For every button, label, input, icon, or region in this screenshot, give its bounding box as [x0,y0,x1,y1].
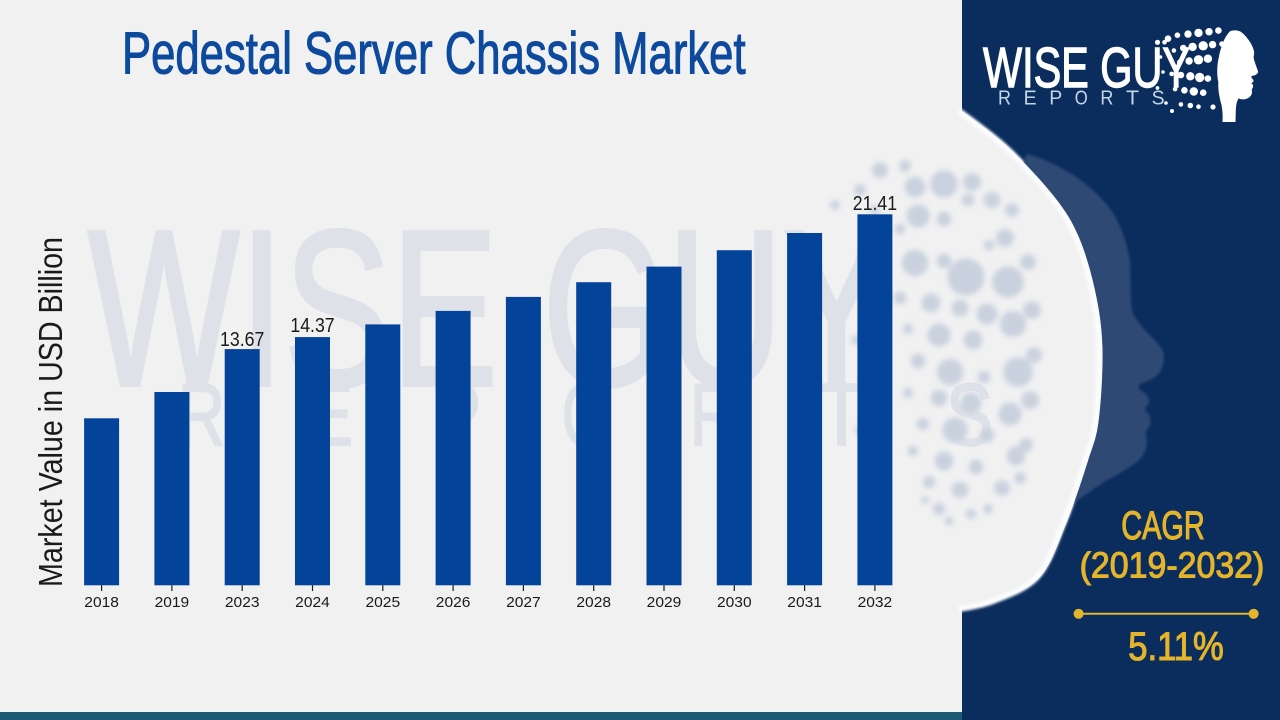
svg-text:2025: 2025 [366,595,401,611]
svg-text:(2019-2032): (2019-2032) [1080,545,1265,586]
svg-text:R: R [1100,87,1113,109]
svg-text:2031: 2031 [787,595,822,611]
svg-text:P: P [1049,87,1062,109]
svg-text:Market Value in USD Billion: Market Value in USD Billion [32,237,69,587]
svg-text:2032: 2032 [858,595,893,611]
svg-text:2028: 2028 [576,595,611,611]
svg-text:2030: 2030 [717,595,752,611]
svg-text:13.67: 13.67 [220,329,264,351]
svg-text:2029: 2029 [647,595,682,611]
svg-text:2023: 2023 [225,595,260,611]
svg-text:2024: 2024 [295,595,330,611]
svg-text:E: E [1024,87,1037,109]
svg-text:21.41: 21.41 [853,193,897,215]
svg-text:S: S [1152,87,1165,109]
svg-text:2026: 2026 [436,595,471,611]
svg-text:R: R [998,87,1011,109]
svg-text:WISE GUY: WISE GUY [88,185,890,433]
svg-text:O: O [1075,87,1088,109]
svg-text:WISE GUY: WISE GUY [983,37,1190,100]
svg-text:2019: 2019 [155,595,190,611]
svg-text:2027: 2027 [506,595,541,611]
svg-text:14.37: 14.37 [290,315,334,337]
svg-text:T: T [1126,87,1139,109]
svg-text:2018: 2018 [84,595,119,611]
svg-text:CAGR: CAGR [1121,504,1205,548]
svg-text:5.11%: 5.11% [1128,625,1224,669]
svg-text:Pedestal Server Chassis Market: Pedestal Server Chassis Market [122,21,746,87]
